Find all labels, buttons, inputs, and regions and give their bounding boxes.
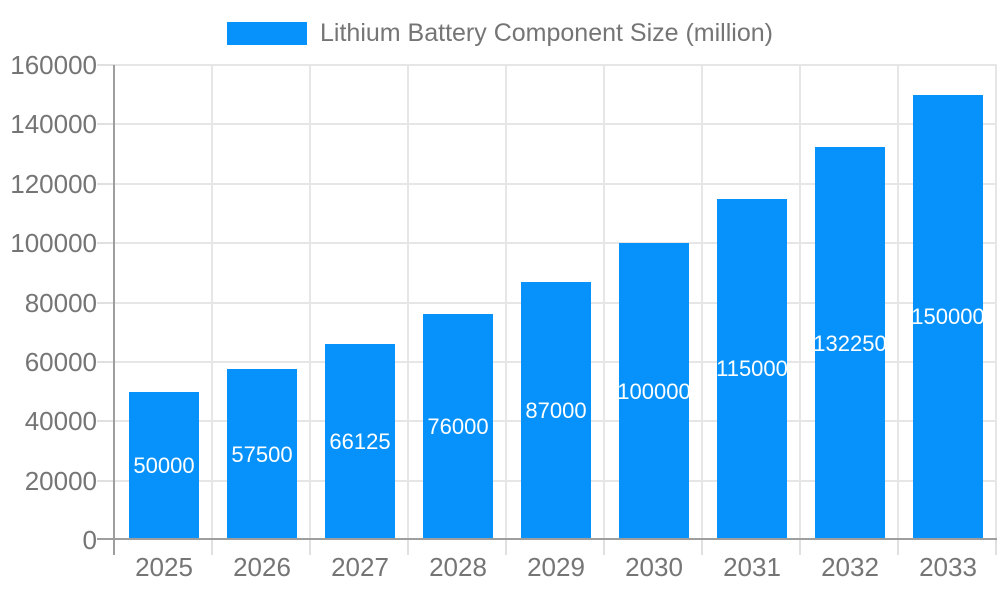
bar[interactable]: 115000 bbox=[717, 198, 787, 540]
x-axis-tick bbox=[505, 540, 507, 555]
x-axis-tick bbox=[603, 540, 605, 555]
v-gridline bbox=[995, 65, 997, 540]
x-tick-label: 2030 bbox=[625, 552, 683, 582]
h-gridline bbox=[115, 182, 997, 185]
bar[interactable]: 76000 bbox=[423, 314, 493, 540]
x-axis-tick bbox=[995, 540, 997, 555]
y-axis-tick bbox=[97, 242, 115, 245]
x-tick-label: 2033 bbox=[919, 552, 977, 582]
x-tick-label: 2025 bbox=[135, 552, 193, 582]
x-axis-line bbox=[97, 538, 997, 540]
x-axis-tick bbox=[211, 540, 213, 555]
bar[interactable]: 150000 bbox=[913, 94, 983, 540]
x-axis-tick bbox=[701, 540, 703, 555]
y-tick-label: 60000 bbox=[24, 346, 97, 377]
bar[interactable]: 87000 bbox=[521, 281, 591, 540]
h-gridline bbox=[115, 64, 997, 66]
bar-value-label: 50000 bbox=[133, 452, 195, 478]
h-gridline bbox=[115, 123, 997, 126]
x-tick-label: 2028 bbox=[429, 552, 487, 582]
plot-area: 50000 57500 66125 76000 87000 100000 115000 132… bbox=[97, 64, 997, 555]
bar[interactable]: 100000 bbox=[619, 243, 689, 540]
v-gridline bbox=[799, 65, 801, 540]
y-tick-label: 20000 bbox=[24, 465, 97, 496]
y-tick-label: 40000 bbox=[24, 406, 97, 437]
bar-value-label: 57500 bbox=[231, 441, 293, 467]
bar[interactable]: 132250 bbox=[815, 147, 885, 540]
y-axis-tick bbox=[97, 64, 115, 66]
legend-label: Lithium Battery Component Size (million) bbox=[320, 19, 773, 47]
y-tick-label: 0 bbox=[82, 525, 97, 555]
y-axis-tick bbox=[97, 420, 115, 423]
y-axis-tick bbox=[97, 182, 115, 185]
bar-value-label: 87000 bbox=[525, 397, 587, 423]
legend[interactable]: Lithium Battery Component Size (million) bbox=[0, 19, 1000, 48]
v-gridline bbox=[211, 65, 213, 540]
v-gridline bbox=[897, 65, 899, 540]
y-tick-label: 160000 bbox=[10, 50, 97, 80]
legend-swatch bbox=[227, 22, 308, 45]
y-axis-tick bbox=[97, 301, 115, 304]
y-tick-label: 140000 bbox=[10, 109, 97, 140]
bar-value-label: 115000 bbox=[717, 356, 787, 382]
x-axis-tick bbox=[309, 540, 311, 555]
y-axis-line bbox=[113, 65, 115, 555]
bar-value-label: 66125 bbox=[329, 428, 391, 454]
bar-value-label: 100000 bbox=[619, 378, 689, 404]
bar[interactable]: 50000 bbox=[129, 391, 199, 540]
y-axis-tick bbox=[97, 360, 115, 363]
x-tick-label: 2026 bbox=[233, 552, 291, 582]
bar[interactable]: 66125 bbox=[325, 343, 395, 540]
y-axis-tick bbox=[97, 123, 115, 126]
x-tick-label: 2031 bbox=[723, 552, 781, 582]
y-tick-label: 80000 bbox=[24, 287, 97, 318]
x-axis-tick bbox=[897, 540, 899, 555]
y-tick-label: 120000 bbox=[10, 168, 97, 199]
x-axis-tick bbox=[407, 540, 409, 555]
y-tick-label: 100000 bbox=[10, 228, 97, 259]
y-axis-tick bbox=[97, 479, 115, 482]
v-gridline bbox=[603, 65, 605, 540]
bar-value-label: 76000 bbox=[427, 414, 489, 440]
v-gridline bbox=[505, 65, 507, 540]
bar[interactable]: 57500 bbox=[227, 369, 297, 540]
bar-value-label: 132250 bbox=[815, 330, 885, 356]
bar-value-label: 150000 bbox=[913, 304, 983, 330]
h-gridline bbox=[115, 242, 997, 245]
v-gridline bbox=[309, 65, 311, 540]
x-tick-label: 2029 bbox=[527, 552, 585, 582]
x-axis-tick bbox=[799, 540, 801, 555]
v-gridline bbox=[701, 65, 703, 540]
x-tick-label: 2032 bbox=[821, 552, 879, 582]
v-gridline bbox=[407, 65, 409, 540]
x-tick-label: 2027 bbox=[331, 552, 389, 582]
